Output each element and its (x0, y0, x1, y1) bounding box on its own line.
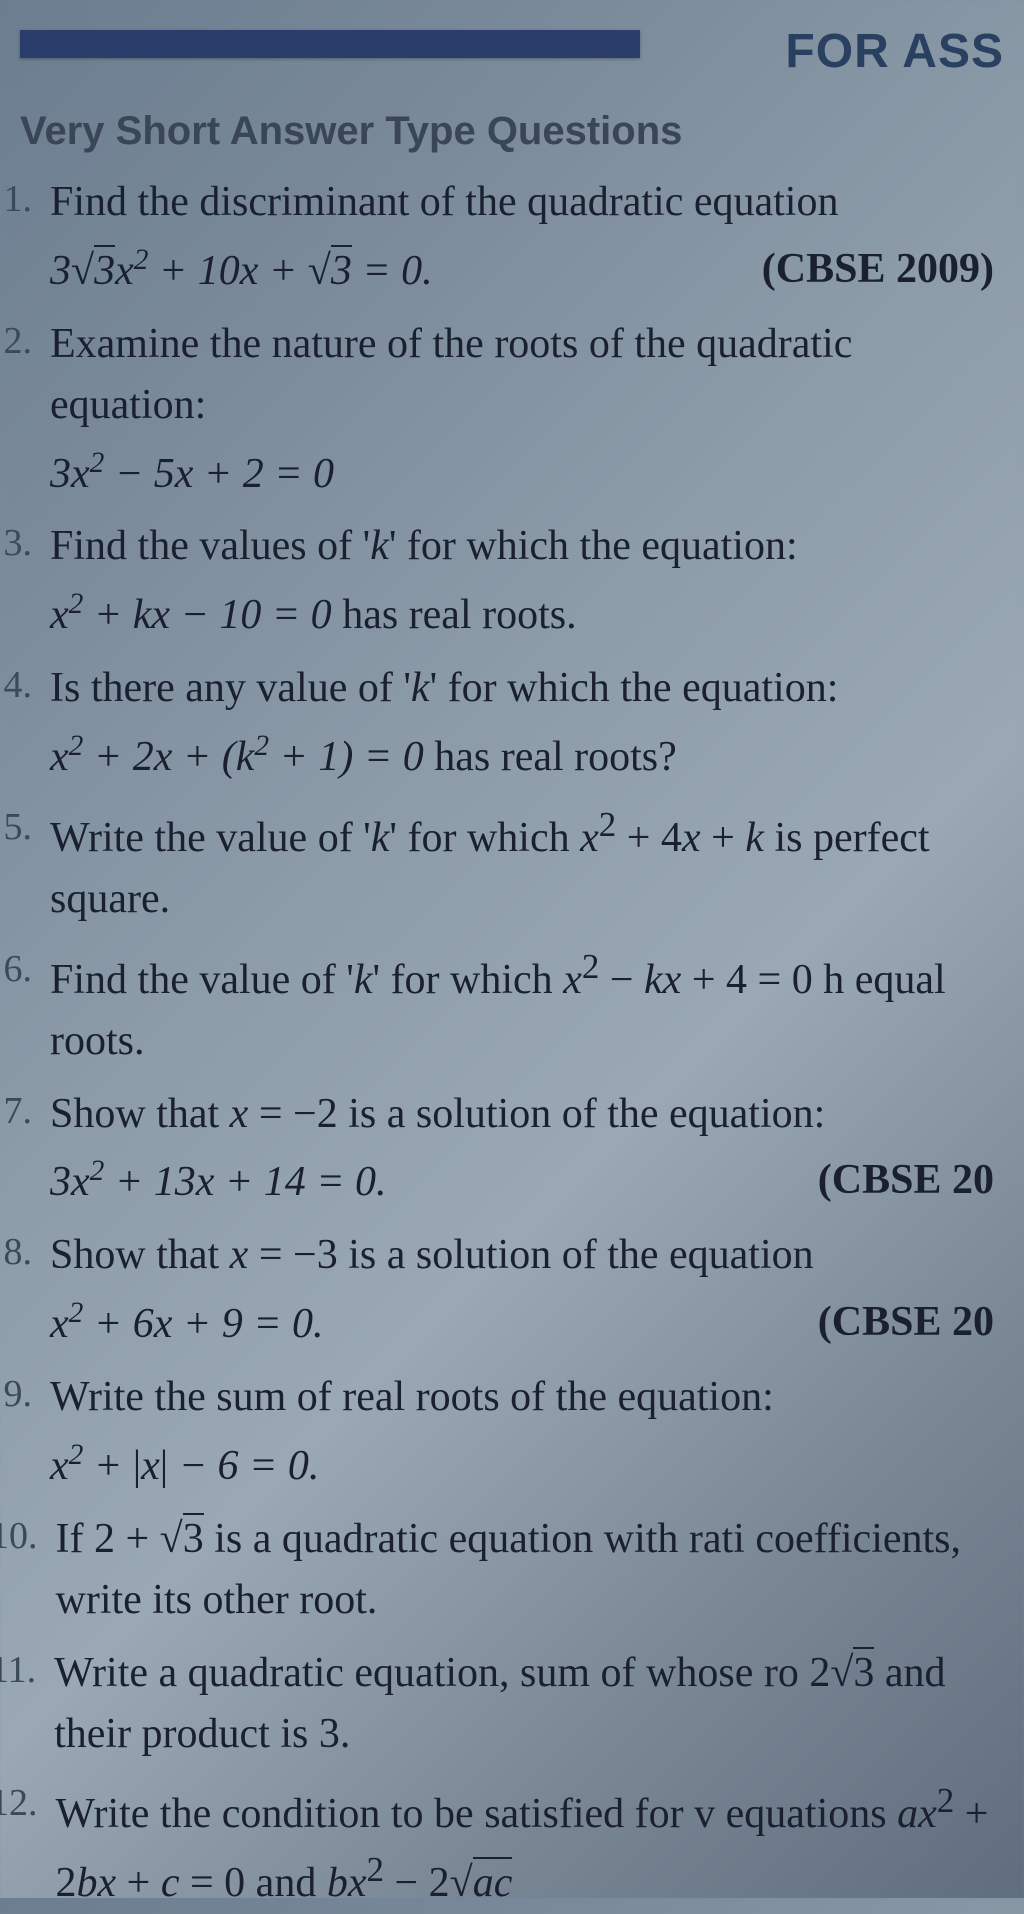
question-text: Show that x = −2 is a solution of the eq… (50, 1084, 1004, 1214)
question-10: 10. If 2 + 3 is a quadratic equation wit… (50, 1509, 1004, 1631)
question-body: Write the condition to be satisfied for … (56, 1791, 989, 1906)
question-equation: x2 + 6x + 9 = 0. (CBSE 20 (50, 1292, 1004, 1355)
question-body: Find the value of 'k' for which x2 − kx … (50, 957, 946, 1064)
question-number: 12. (0, 1776, 56, 1914)
question-body: Write the value of 'k' for which x2 + 4x… (50, 815, 930, 922)
question-number: 1. (0, 172, 50, 302)
question-number: 6. (0, 942, 50, 1072)
question-body: Show that x = −3 is a solution of the eq… (50, 1232, 814, 1278)
question-equation: 3x2 − 5x + 2 = 0 (50, 442, 1004, 505)
question-number: 5. (0, 800, 50, 930)
question-number: 7. (0, 1084, 50, 1214)
question-number: 9. (0, 1367, 50, 1497)
question-1: 1. Find the discriminant of the quadrati… (50, 172, 1004, 302)
question-number: 2. (0, 314, 50, 505)
header-title: FOR ASS (50, 24, 1004, 79)
citation: (CBSE 20 (818, 1150, 994, 1211)
question-body: Find the discriminant of the quadratic e… (50, 179, 838, 225)
question-body: If 2 + 3 is a quadratic equation with ra… (56, 1516, 962, 1623)
question-equation: 3x2 + 13x + 14 = 0. (CBSE 20 (50, 1150, 1004, 1213)
question-5: 5. Write the value of 'k' for which x2 +… (50, 800, 1004, 930)
question-body: Write a quadratic equation, sum of whose… (54, 1650, 945, 1757)
question-body: Show that x = −2 is a solution of the eq… (50, 1091, 825, 1137)
question-9: 9. Write the sum of real roots of the eq… (50, 1367, 1004, 1497)
citation: (CBSE 20 (818, 1292, 994, 1353)
question-number: 3. (0, 516, 50, 646)
question-text: Is there any value of 'k' for which the … (50, 658, 1004, 788)
question-number: 10. (0, 1509, 56, 1631)
question-list: 1. Find the discriminant of the quadrati… (50, 172, 1004, 1914)
question-3: 3. Find the values of 'k' for which the … (50, 516, 1004, 646)
question-text: Examine the nature of the roots of the q… (50, 314, 1004, 505)
question-text: Write the condition to be satisfied for … (56, 1776, 1005, 1914)
question-equation: 33x2 + 10x + 3 = 0. (CBSE 2009) (50, 239, 1004, 302)
question-body: Examine the nature of the roots of the q… (50, 321, 852, 428)
question-number: 8. (0, 1225, 50, 1355)
question-text: Write a quadratic equation, sum of whose… (54, 1643, 1004, 1765)
question-12: 12. Write the condition to be satisfied … (50, 1776, 1004, 1914)
question-text: Show that x = −3 is a solution of the eq… (50, 1225, 1004, 1355)
question-7: 7. Show that x = −2 is a solution of the… (50, 1084, 1004, 1214)
question-equation: x2 + kx − 10 = 0 has real roots. (50, 583, 1004, 646)
question-equation: x2 + |x| − 6 = 0. (50, 1434, 1004, 1497)
question-body: Find the values of 'k' for which the equ… (50, 523, 798, 569)
question-6: 6. Find the value of 'k' for which x2 − … (50, 942, 1004, 1072)
question-text: Find the values of 'k' for which the equ… (50, 516, 1004, 646)
question-equation: x2 + 2x + (k2 + 1) = 0 has real roots? (50, 725, 1004, 788)
question-number: 11. (0, 1643, 54, 1765)
question-8: 8. Show that x = −3 is a solution of the… (50, 1225, 1004, 1355)
question-number: 4. (0, 658, 50, 788)
citation: (CBSE 2009) (762, 239, 994, 300)
question-text: Write the value of 'k' for which x2 + 4x… (50, 800, 1004, 930)
question-body: Is there any value of 'k' for which the … (50, 665, 838, 711)
question-4: 4. Is there any value of 'k' for which t… (50, 658, 1004, 788)
question-11: 11. Write a quadratic equation, sum of w… (50, 1643, 1004, 1765)
question-2: 2. Examine the nature of the roots of th… (50, 314, 1004, 505)
question-body: Write the sum of real roots of the equat… (50, 1374, 774, 1420)
question-text: Find the discriminant of the quadratic e… (50, 172, 1004, 302)
question-text: If 2 + 3 is a quadratic equation with ra… (56, 1509, 1005, 1631)
question-text: Find the value of 'k' for which x2 − kx … (50, 942, 1004, 1072)
question-text: Write the sum of real roots of the equat… (50, 1367, 1004, 1497)
section-title: Very Short Answer Type Questions (20, 109, 1004, 154)
